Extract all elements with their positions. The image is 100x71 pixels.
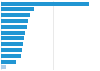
Bar [1, 25, 27, 29]
Bar [1, 7, 34, 11]
Bar [1, 42, 23, 46]
Bar [1, 60, 16, 64]
Bar [1, 48, 22, 52]
Bar [1, 36, 24, 40]
Bar [1, 65, 6, 69]
Bar [1, 19, 28, 23]
Bar [1, 54, 21, 58]
Bar [1, 31, 25, 35]
Bar [1, 2, 89, 6]
Bar [1, 13, 30, 17]
